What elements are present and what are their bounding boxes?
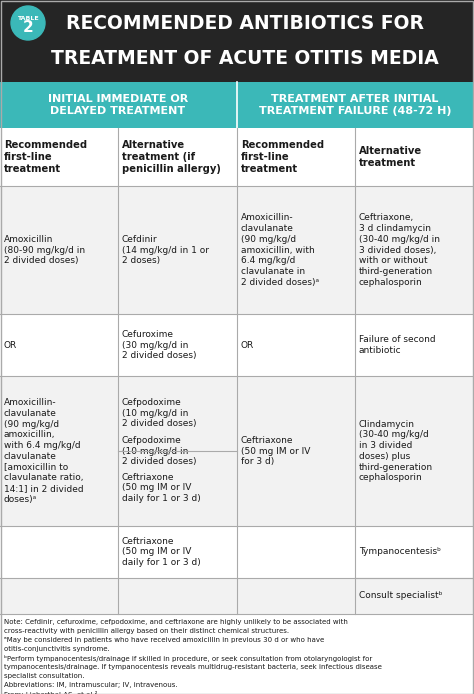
Text: TABLE: TABLE <box>17 15 39 21</box>
Text: RECOMMENDED ANTIBIOTICS FOR: RECOMMENDED ANTIBIOTICS FOR <box>66 13 424 33</box>
Text: Recommended
first-line
treatment: Recommended first-line treatment <box>241 140 324 174</box>
Text: Consult specialistᵇ: Consult specialistᵇ <box>359 591 443 600</box>
Text: Cefpodoxime
(10 mg/kg/d in
2 divided doses): Cefpodoxime (10 mg/kg/d in 2 divided dos… <box>122 398 197 428</box>
Bar <box>0 314 474 376</box>
Text: INITIAL IMMEDIATE OR
DELAYED TREATMENT: INITIAL IMMEDIATE OR DELAYED TREATMENT <box>48 94 188 116</box>
Text: Abbreviations: IM, intramuscular; IV, intravenous.: Abbreviations: IM, intramuscular; IV, in… <box>4 682 178 688</box>
Text: TREATMENT AFTER INITIAL
TREATMENT FAILURE (48-72 H): TREATMENT AFTER INITIAL TREATMENT FAILUR… <box>259 94 451 116</box>
Text: specialist consultation.: specialist consultation. <box>4 673 84 679</box>
Bar <box>0 82 474 128</box>
Text: Ceftriaxone,
3 d clindamycin
(30-40 mg/kg/d in
3 divided doses),
with or without: Ceftriaxone, 3 d clindamycin (30-40 mg/k… <box>359 213 440 287</box>
Bar <box>0 186 474 314</box>
Text: Recommended
first-line
treatment: Recommended first-line treatment <box>4 140 87 174</box>
Text: Ceftriaxone
(50 mg IM or IV
daily for 1 or 3 d): Ceftriaxone (50 mg IM or IV daily for 1 … <box>122 536 201 567</box>
Text: Ceftriaxone
(50 mg IM or IV
daily for 1 or 3 d): Ceftriaxone (50 mg IM or IV daily for 1 … <box>122 473 201 503</box>
Text: TREATMENT OF ACUTE OTITIS MEDIA: TREATMENT OF ACUTE OTITIS MEDIA <box>51 49 439 67</box>
Circle shape <box>11 6 45 40</box>
Text: Amoxicillin-
clavulanate
(90 mg/kg/d
amoxicillin,
with 6.4 mg/kg/d
clavulanate
[: Amoxicillin- clavulanate (90 mg/kg/d amo… <box>4 398 83 504</box>
Text: Note: Cefdinir, cefuroxime, cefpodoxime, and ceftriaxone are highly unlikely to : Note: Cefdinir, cefuroxime, cefpodoxime,… <box>4 619 348 625</box>
Bar <box>0 0 474 82</box>
Bar <box>0 526 474 578</box>
Text: OR: OR <box>241 341 254 350</box>
Text: Cefuroxime
(30 mg/kg/d in
2 divided doses): Cefuroxime (30 mg/kg/d in 2 divided dose… <box>122 330 197 360</box>
Text: tympanocentesis/drainage. If tympanocentesis reveals multidrug-resistant bacteri: tympanocentesis/drainage. If tympanocent… <box>4 664 382 670</box>
Text: Alternative
treatment: Alternative treatment <box>359 146 422 168</box>
Text: ᵃMay be considered in patients who have received amoxicillin in previous 30 d or: ᵃMay be considered in patients who have … <box>4 637 324 643</box>
Text: ᵇPerform tympanocentesis/drainage if skilled in procedure, or seek consultation : ᵇPerform tympanocentesis/drainage if ski… <box>4 655 372 662</box>
Text: 2: 2 <box>23 19 33 35</box>
Text: Cefdinir
(14 mg/kg/d in 1 or
2 doses): Cefdinir (14 mg/kg/d in 1 or 2 doses) <box>122 235 209 265</box>
Text: Failure of second
antibiotic: Failure of second antibiotic <box>359 335 436 355</box>
Text: Amoxicillin
(80-90 mg/kg/d in
2 divided doses): Amoxicillin (80-90 mg/kg/d in 2 divided … <box>4 235 85 265</box>
Text: otitis-conjunctivitis syndrome.: otitis-conjunctivitis syndrome. <box>4 646 110 652</box>
Bar <box>0 128 474 186</box>
Text: Ceftriaxone
(50 mg IM or IV
for 3 d): Ceftriaxone (50 mg IM or IV for 3 d) <box>241 436 310 466</box>
Bar <box>0 578 474 614</box>
Text: cross-reactivity with penicillin allergy based on their distinct chemical struct: cross-reactivity with penicillin allergy… <box>4 628 289 634</box>
Text: Clindamycin
(30-40 mg/kg/d
in 3 divided
doses) plus
third-generation
cephalospor: Clindamycin (30-40 mg/kg/d in 3 divided … <box>359 420 433 482</box>
Text: Amoxicillin-
clavulanate
(90 mg/kg/d
amoxicillin, with
6.4 mg/kg/d
clavulanate i: Amoxicillin- clavulanate (90 mg/kg/d amo… <box>241 213 319 287</box>
Bar <box>0 376 474 526</box>
Text: Cefpodoxime
(10 mg/kg/d in
2 divided doses): Cefpodoxime (10 mg/kg/d in 2 divided dos… <box>122 436 197 466</box>
Text: OR: OR <box>4 341 17 350</box>
Text: Tympanocentesisᵇ: Tympanocentesisᵇ <box>359 548 441 557</box>
Text: From: Lieberthal AS, et al.²: From: Lieberthal AS, et al.² <box>4 691 98 694</box>
Text: Alternative
treatment (if
penicillin allergy): Alternative treatment (if penicillin all… <box>122 140 221 174</box>
